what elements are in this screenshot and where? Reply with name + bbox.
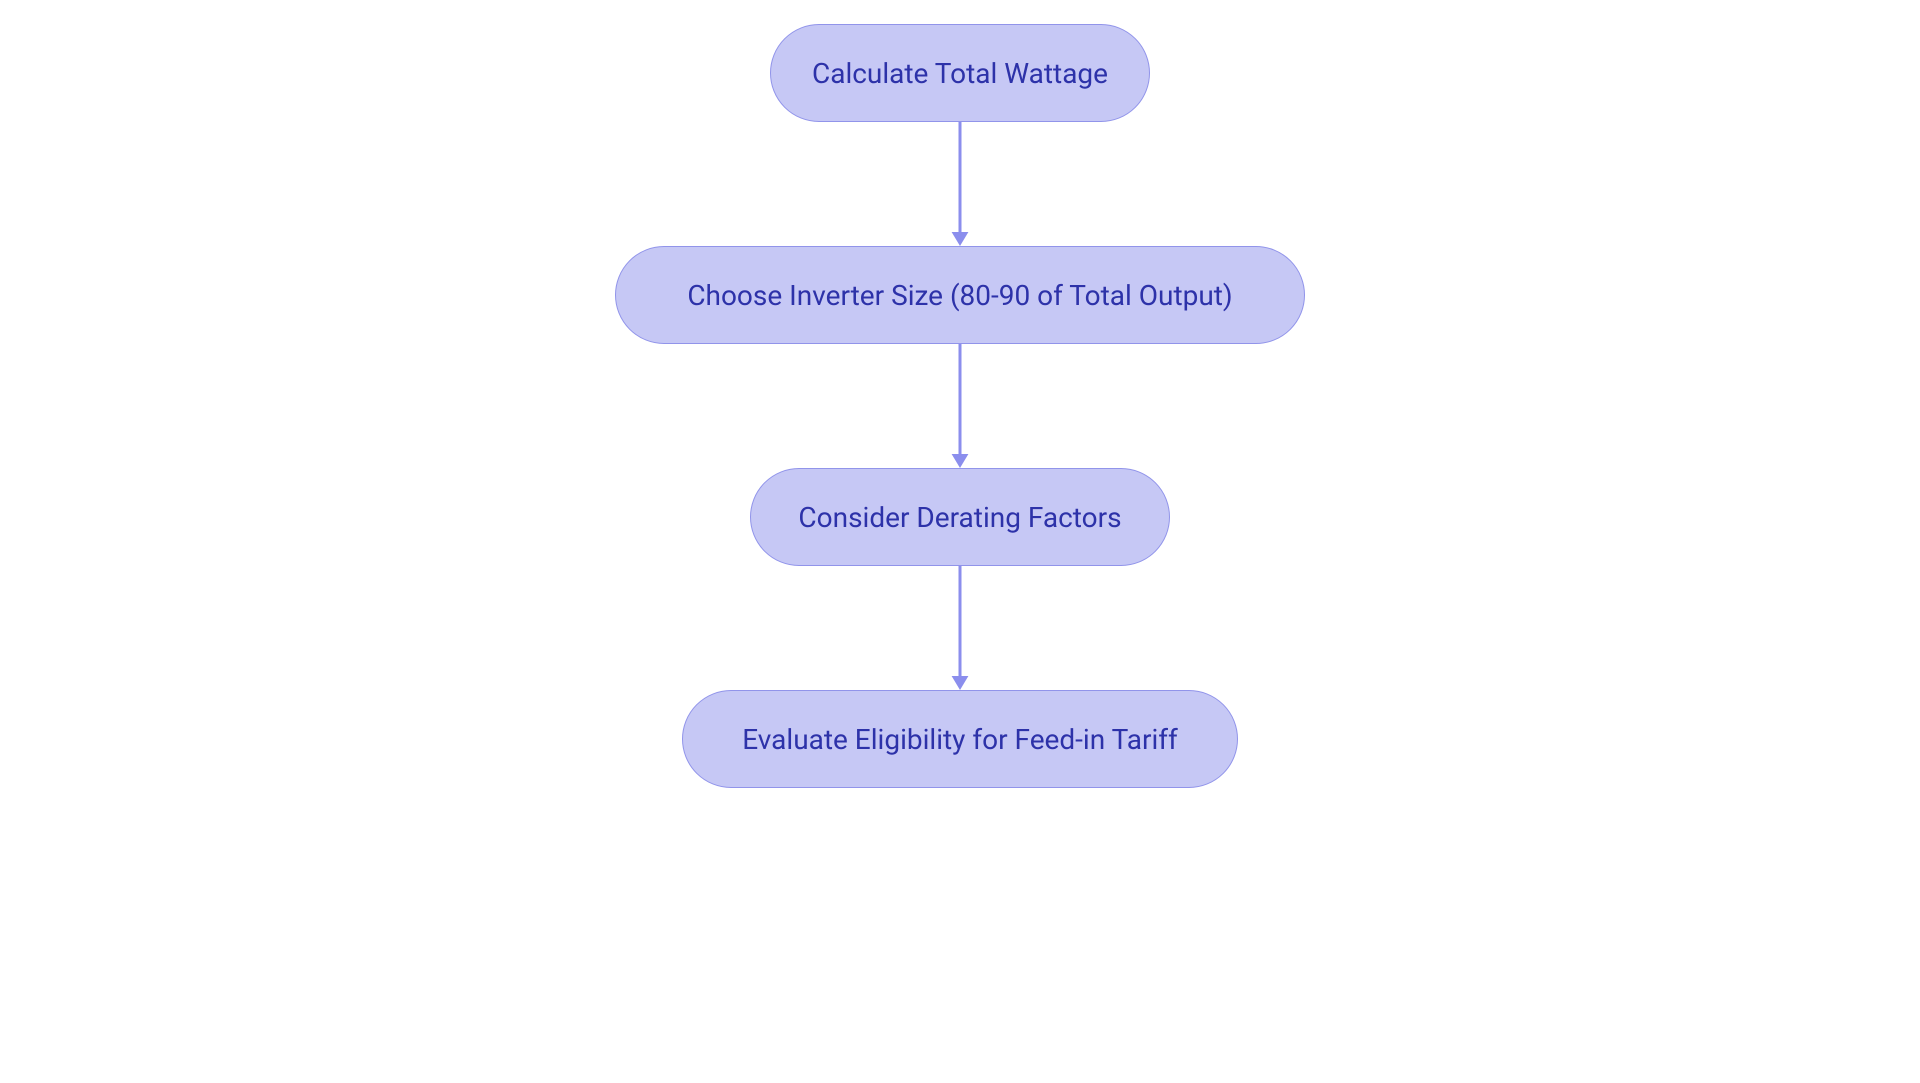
node-label: Evaluate Eligibility for Feed-in Tariff [742,723,1178,756]
flowchart-node-calculate-wattage: Calculate Total Wattage [770,24,1150,122]
flowchart-arrow [945,122,975,246]
flowchart-arrow [945,344,975,468]
flowchart-node-feed-in-tariff: Evaluate Eligibility for Feed-in Tariff [682,690,1238,788]
node-label: Calculate Total Wattage [812,57,1108,90]
flowchart-arrow [945,566,975,690]
flowchart-container: Calculate Total Wattage Choose Inverter … [610,0,1310,1083]
node-label: Consider Derating Factors [798,501,1121,534]
node-label: Choose Inverter Size (80-90 of Total Out… [687,279,1232,312]
flowchart-node-choose-inverter: Choose Inverter Size (80-90 of Total Out… [615,246,1305,344]
flowchart-node-derating-factors: Consider Derating Factors [750,468,1170,566]
